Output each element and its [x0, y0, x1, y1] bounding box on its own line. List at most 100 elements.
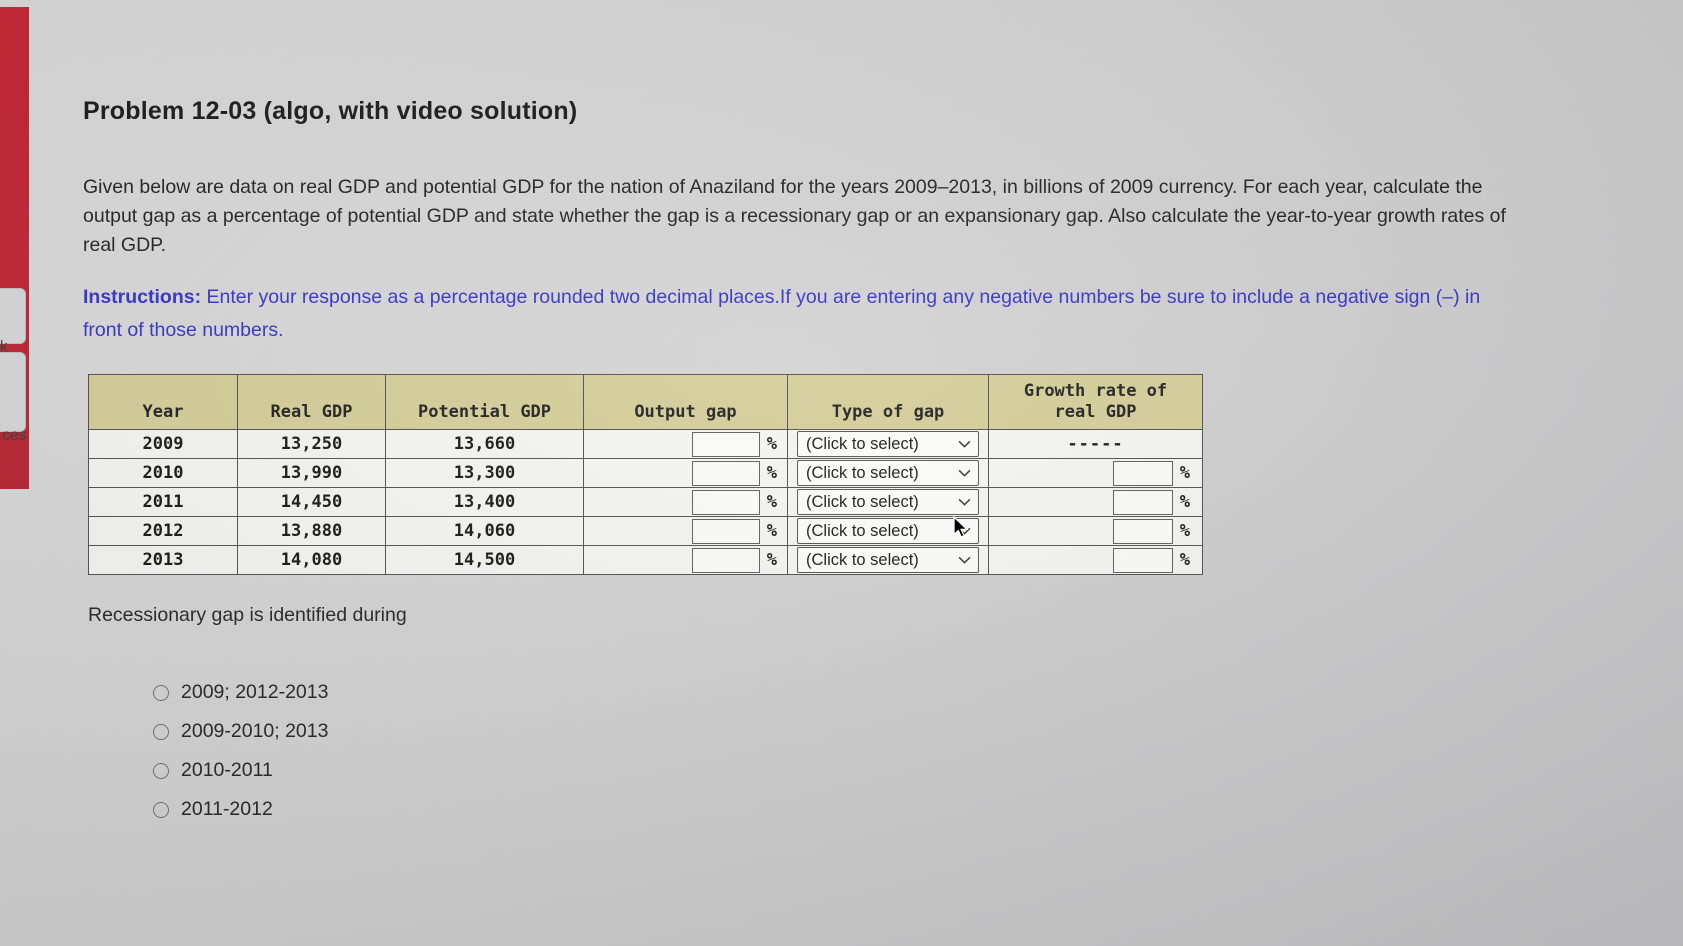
percent-label: %	[766, 463, 777, 483]
left-edge-panel-1[interactable]	[0, 288, 26, 344]
gdp-table-body: 2009 13,250 13,660 % (Click to select) -…	[88, 429, 1203, 575]
answer-option-label: 2009-2010; 2013	[181, 720, 329, 742]
growth-rate-cell: %	[988, 516, 1203, 546]
year-cell: 2013	[88, 545, 238, 575]
column-header: Potential GDP	[385, 374, 584, 430]
percent-label: %	[1179, 521, 1190, 541]
real-gdp-cell: 14,450	[237, 487, 386, 517]
output-gap-cell: %	[583, 458, 788, 488]
growth-rate-input[interactable]	[1112, 489, 1173, 515]
output-gap-cell: %	[583, 487, 788, 517]
real-gdp-cell: 13,250	[237, 429, 386, 459]
type-of-gap-select[interactable]: (Click to select)	[797, 547, 979, 573]
problem-content: Problem 12-03 (algo, with video solution…	[83, 97, 1543, 821]
type-of-gap-cell: (Click to select)	[787, 545, 989, 575]
type-of-gap-select[interactable]: (Click to select)	[797, 489, 979, 515]
answer-options: 2009; 2012-2013 2009-2010; 2013 2010-201…	[153, 681, 1543, 821]
type-of-gap-select[interactable]: (Click to select)	[797, 460, 979, 486]
potential-gdp-cell: 14,500	[385, 545, 584, 575]
radio-button[interactable]	[153, 762, 169, 779]
instructions: Instructions: Enter your response as a p…	[83, 281, 1503, 347]
percent-label: %	[766, 521, 777, 541]
answer-option-label: 2010-2011	[181, 759, 273, 781]
growth-rate-cell: %	[988, 487, 1203, 517]
gdp-table: Year Real GDP Potential GDP Output gap Type …	[88, 374, 1203, 575]
real-gdp-cell: 14,080	[237, 545, 386, 575]
potential-gdp-cell: 13,660	[385, 429, 584, 459]
chevron-down-icon	[958, 556, 971, 564]
output-gap-cell: %	[583, 429, 788, 459]
percent-label: %	[1179, 492, 1190, 512]
select-label: (Click to select)	[806, 434, 919, 453]
left-edge-cut-text-2: ces	[2, 427, 27, 444]
output-gap-input[interactable]	[691, 460, 760, 486]
instructions-text: Enter your response as a percentage roun…	[83, 286, 1481, 341]
table-row: 2012 13,880 14,060 % (Click to select) %	[88, 516, 1203, 546]
radio-button[interactable]	[153, 723, 169, 740]
year-cell: 2010	[88, 458, 238, 488]
growth-rate-input[interactable]	[1112, 547, 1173, 573]
answer-option[interactable]: 2010-2011	[153, 759, 1543, 782]
year-cell: 2011	[88, 487, 238, 517]
percent-label: %	[766, 492, 777, 512]
type-of-gap-select[interactable]: (Click to select)	[797, 518, 979, 544]
table-row: 2011 14,450 13,400 % (Click to select) %	[88, 487, 1203, 517]
output-gap-cell: %	[583, 516, 788, 546]
column-header: Output gap	[583, 374, 788, 430]
column-header: Real GDP	[237, 374, 386, 430]
column-header: Year	[88, 374, 238, 430]
year-cell: 2012	[88, 516, 238, 546]
column-header: Growth rate of real GDP	[988, 374, 1203, 430]
answer-option-label: 2011-2012	[181, 798, 273, 820]
growth-rate-cell: %	[988, 545, 1203, 575]
table-header-row: Year Real GDP Potential GDP Output gap Type …	[88, 374, 1203, 430]
output-gap-cell: %	[583, 545, 788, 575]
type-of-gap-cell: (Click to select)	[787, 487, 989, 517]
table-row: 2013 14,080 14,500 % (Click to select) %	[88, 545, 1203, 575]
growth-rate-cell: %	[988, 458, 1203, 488]
potential-gdp-cell: 13,400	[385, 487, 584, 517]
percent-label: %	[766, 434, 777, 454]
radio-button[interactable]	[153, 801, 169, 818]
potential-gdp-cell: 14,060	[385, 516, 584, 546]
chevron-down-icon	[958, 440, 971, 448]
chevron-down-icon	[958, 498, 971, 506]
type-of-gap-cell: (Click to select)	[787, 458, 989, 488]
problem-description: Given below are data on real GDP and pot…	[83, 176, 1506, 256]
select-label: (Click to select)	[806, 550, 919, 569]
no-value-dashes: -----	[1067, 434, 1124, 454]
mouse-cursor	[953, 515, 969, 538]
select-label: (Click to select)	[806, 492, 919, 511]
year-cell: 2009	[88, 429, 238, 459]
radio-button[interactable]	[153, 684, 169, 701]
percent-label: %	[1179, 463, 1190, 483]
answer-option[interactable]: 2009-2010; 2013	[153, 720, 1543, 743]
output-gap-input[interactable]	[691, 431, 760, 457]
chevron-down-icon	[958, 469, 971, 477]
page-title: Problem 12-03 (algo, with video solution…	[83, 97, 578, 125]
output-gap-input[interactable]	[691, 547, 760, 573]
output-gap-input[interactable]	[691, 489, 760, 515]
real-gdp-cell: 13,880	[237, 516, 386, 546]
type-of-gap-cell: (Click to select)	[787, 429, 989, 459]
question-prompt: Recessionary gap is identified during	[88, 604, 407, 626]
table-row: 2010 13,990 13,300 % (Click to select) %	[88, 458, 1203, 488]
select-label: (Click to select)	[806, 463, 919, 482]
output-gap-input[interactable]	[691, 518, 760, 544]
type-of-gap-select[interactable]: (Click to select)	[797, 431, 979, 457]
real-gdp-cell: 13,990	[237, 458, 386, 488]
percent-label: %	[1179, 550, 1190, 570]
growth-rate-input[interactable]	[1112, 518, 1173, 544]
left-edge-panel-2[interactable]	[0, 352, 26, 432]
column-header: Type of gap	[787, 374, 989, 430]
answer-option-label: 2009; 2012-2013	[181, 681, 329, 703]
growth-rate-cell: -----	[988, 429, 1203, 459]
potential-gdp-cell: 13,300	[385, 458, 584, 488]
left-edge-cut-text-1: k	[0, 338, 8, 355]
growth-rate-input[interactable]	[1112, 460, 1173, 486]
answer-option[interactable]: 2009; 2012-2013	[153, 681, 1543, 704]
select-label: (Click to select)	[806, 521, 919, 540]
instructions-label: Instructions:	[83, 286, 202, 308]
answer-option[interactable]: 2011-2012	[153, 798, 1543, 821]
table-row: 2009 13,250 13,660 % (Click to select) -…	[88, 429, 1203, 459]
